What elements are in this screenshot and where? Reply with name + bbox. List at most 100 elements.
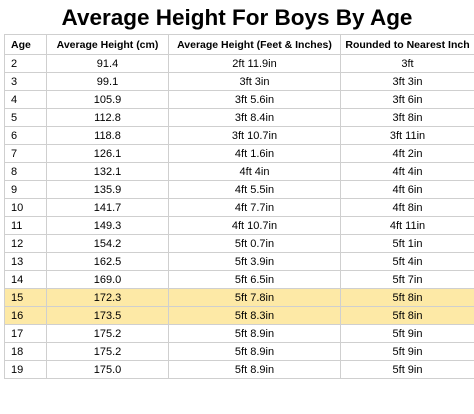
page-title: Average Height For Boys By Age xyxy=(61,5,413,30)
column-header-rounded: Rounded to Nearest Inch xyxy=(340,34,474,55)
cell-height-feet-inches: 5ft 3.9in xyxy=(168,252,341,271)
cell-height-cm: 135.9 xyxy=(46,180,169,199)
table-row: 7 126.1 4ft 1.6in 4ft 2in xyxy=(4,144,474,163)
cell-age: 2 xyxy=(4,54,47,73)
cell-height-cm: 91.4 xyxy=(46,54,169,73)
cell-age: 11 xyxy=(4,216,47,235)
cell-height-rounded: 5ft 9in xyxy=(340,360,474,379)
cell-height-feet-inches: 4ft 7.7in xyxy=(168,198,341,217)
cell-height-cm: 141.7 xyxy=(46,198,169,217)
column-header-age: Age xyxy=(4,34,47,55)
cell-height-rounded: 5ft 4in xyxy=(340,252,474,271)
cell-height-feet-inches: 5ft 8.9in xyxy=(168,324,341,343)
cell-height-rounded: 4ft 11in xyxy=(340,216,474,235)
cell-height-feet-inches: 5ft 8.9in xyxy=(168,360,341,379)
cell-height-rounded: 4ft 8in xyxy=(340,198,474,217)
cell-height-feet-inches: 4ft 4in xyxy=(168,162,341,181)
cell-height-cm: 112.8 xyxy=(46,108,169,127)
cell-age: 3 xyxy=(4,72,47,91)
column-header-cm: Average Height (cm) xyxy=(46,34,169,55)
cell-height-feet-inches: 2ft 11.9in xyxy=(168,54,341,73)
table-row: 3 99.1 3ft 3in 3ft 3in xyxy=(4,72,474,91)
cell-height-cm: 126.1 xyxy=(46,144,169,163)
cell-age: 9 xyxy=(4,180,47,199)
cell-age: 5 xyxy=(4,108,47,127)
cell-age: 14 xyxy=(4,270,47,289)
table-header: Age Average Height (cm) Average Height (… xyxy=(4,34,474,55)
cell-age: 19 xyxy=(4,360,47,379)
cell-height-rounded: 5ft 7in xyxy=(340,270,474,289)
cell-height-rounded: 5ft 8in xyxy=(340,288,474,307)
table-row: 2 91.4 2ft 11.9in 3ft xyxy=(4,54,474,73)
table-row: 5 112.8 3ft 8.4in 3ft 8in xyxy=(4,108,474,127)
cell-height-feet-inches: 3ft 10.7in xyxy=(168,126,341,145)
cell-height-feet-inches: 5ft 8.3in xyxy=(168,306,341,325)
cell-height-cm: 175.2 xyxy=(46,342,169,361)
table-row: 17 175.2 5ft 8.9in 5ft 9in xyxy=(4,324,474,343)
cell-height-cm: 175.0 xyxy=(46,360,169,379)
cell-height-cm: 99.1 xyxy=(46,72,169,91)
cell-age: 10 xyxy=(4,198,47,217)
cell-height-rounded: 5ft 9in xyxy=(340,324,474,343)
table-row: 6 118.8 3ft 10.7in 3ft 11in xyxy=(4,126,474,145)
cell-height-cm: 173.5 xyxy=(46,306,169,325)
column-header-feet-inches: Average Height (Feet & Inches) xyxy=(168,34,341,55)
table-row: 4 105.9 3ft 5.6in 3ft 6in xyxy=(4,90,474,109)
table-row: 12 154.2 5ft 0.7in 5ft 1in xyxy=(4,234,474,253)
cell-height-cm: 162.5 xyxy=(46,252,169,271)
cell-age: 17 xyxy=(4,324,47,343)
table-row: 9 135.9 4ft 5.5in 4ft 6in xyxy=(4,180,474,199)
table-row: 14 169.0 5ft 6.5in 5ft 7in xyxy=(4,270,474,289)
cell-height-feet-inches: 3ft 5.6in xyxy=(168,90,341,109)
table-row-highlighted: 16 173.5 5ft 8.3in 5ft 8in xyxy=(4,306,474,325)
table-row-highlighted: 15 172.3 5ft 7.8in 5ft 8in xyxy=(4,288,474,307)
cell-age: 4 xyxy=(4,90,47,109)
cell-height-cm: 175.2 xyxy=(46,324,169,343)
cell-age: 7 xyxy=(4,144,47,163)
cell-height-feet-inches: 3ft 8.4in xyxy=(168,108,341,127)
cell-height-rounded: 4ft 4in xyxy=(340,162,474,181)
table-row: 8 132.1 4ft 4in 4ft 4in xyxy=(4,162,474,181)
cell-age: 12 xyxy=(4,234,47,253)
cell-height-rounded: 4ft 6in xyxy=(340,180,474,199)
cell-height-cm: 154.2 xyxy=(46,234,169,253)
table-row: 11 149.3 4ft 10.7in 4ft 11in xyxy=(4,216,474,235)
cell-height-cm: 118.8 xyxy=(46,126,169,145)
table-row: 13 162.5 5ft 3.9in 5ft 4in xyxy=(4,252,474,271)
cell-age: 8 xyxy=(4,162,47,181)
table-body: 2 91.4 2ft 11.9in 3ft 3 99.1 3ft 3in 3ft 3in 4 10… xyxy=(4,54,474,379)
cell-height-feet-inches: 5ft 8.9in xyxy=(168,342,341,361)
cell-height-rounded: 5ft 9in xyxy=(340,342,474,361)
cell-height-feet-inches: 5ft 6.5in xyxy=(168,270,341,289)
cell-age: 15 xyxy=(4,288,47,307)
cell-age: 16 xyxy=(4,306,47,325)
cell-height-rounded: 3ft 8in xyxy=(340,108,474,127)
table-row: 10 141.7 4ft 7.7in 4ft 8in xyxy=(4,198,474,217)
cell-height-feet-inches: 3ft 3in xyxy=(168,72,341,91)
table-row: 19 175.0 5ft 8.9in 5ft 9in xyxy=(4,360,474,379)
cell-height-rounded: 5ft 8in xyxy=(340,306,474,325)
cell-height-rounded: 3ft 6in xyxy=(340,90,474,109)
cell-height-feet-inches: 4ft 1.6in xyxy=(168,144,341,163)
table-row: 18 175.2 5ft 8.9in 5ft 9in xyxy=(4,342,474,361)
cell-height-rounded: 3ft 11in xyxy=(340,126,474,145)
cell-height-feet-inches: 4ft 5.5in xyxy=(168,180,341,199)
cell-height-rounded: 3ft 3in xyxy=(340,72,474,91)
cell-height-rounded: 5ft 1in xyxy=(340,234,474,253)
cell-height-feet-inches: 4ft 10.7in xyxy=(168,216,341,235)
cell-age: 6 xyxy=(4,126,47,145)
cell-height-feet-inches: 5ft 7.8in xyxy=(168,288,341,307)
cell-height-cm: 105.9 xyxy=(46,90,169,109)
cell-age: 18 xyxy=(4,342,47,361)
cell-height-rounded: 3ft xyxy=(340,54,474,73)
cell-height-cm: 149.3 xyxy=(46,216,169,235)
cell-height-cm: 169.0 xyxy=(46,270,169,289)
cell-height-rounded: 4ft 2in xyxy=(340,144,474,163)
height-table: Age Average Height (cm) Average Height (… xyxy=(4,34,474,379)
header-row: Age Average Height (cm) Average Height (… xyxy=(4,34,474,55)
cell-age: 13 xyxy=(4,252,47,271)
cell-height-cm: 172.3 xyxy=(46,288,169,307)
cell-height-feet-inches: 5ft 0.7in xyxy=(168,234,341,253)
cell-height-cm: 132.1 xyxy=(46,162,169,181)
